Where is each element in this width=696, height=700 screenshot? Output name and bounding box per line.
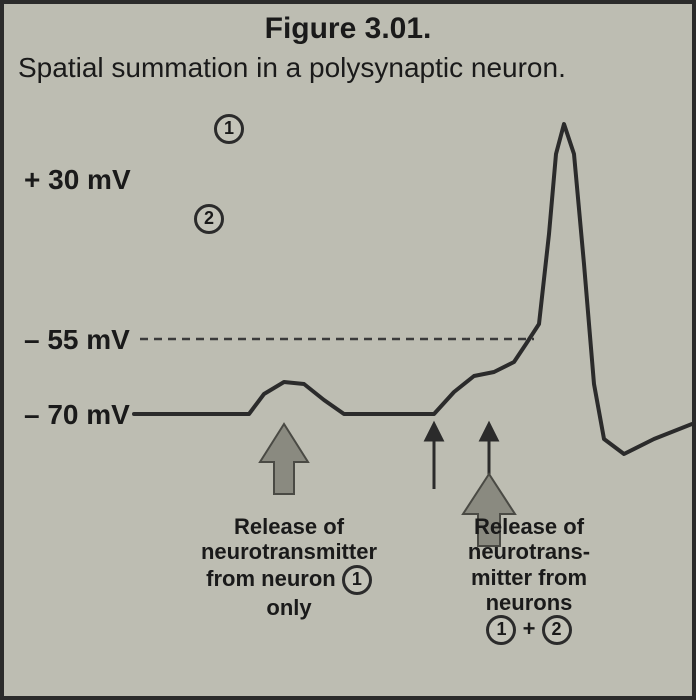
label-release-one: Release of neurotransmitter from neuron … <box>164 514 414 620</box>
circled-one-icon: 1 <box>486 615 516 645</box>
plot-area: 1 2 + 30 mV – 55 mV – 70 mV <box>4 94 692 696</box>
figure-caption: Spatial summation in a polysynaptic neur… <box>4 46 692 84</box>
text: neurotransmitter <box>164 539 414 564</box>
arrow-second-1-icon <box>426 424 442 489</box>
membrane-trace <box>134 124 692 454</box>
text: from neuron <box>206 565 342 590</box>
text: mitter from <box>424 565 634 590</box>
text: Release of <box>424 514 634 539</box>
text: 1 + 2 <box>424 615 634 645</box>
text: neurons <box>424 590 634 615</box>
text: only <box>164 595 414 620</box>
label-release-both: Release of neurotrans- mitter from neuro… <box>424 514 634 645</box>
plus-icon: + <box>516 616 541 641</box>
figure-frame: Figure 3.01. Spatial summation in a poly… <box>0 0 696 700</box>
text: neurotrans- <box>424 539 634 564</box>
text: Release of <box>164 514 414 539</box>
arrow-first-release-icon <box>260 424 308 494</box>
figure-number: Figure 3.01. <box>4 12 692 46</box>
circled-one-icon: 1 <box>342 565 372 595</box>
text: from neuron 1 <box>164 565 414 595</box>
circled-two-icon: 2 <box>542 615 572 645</box>
